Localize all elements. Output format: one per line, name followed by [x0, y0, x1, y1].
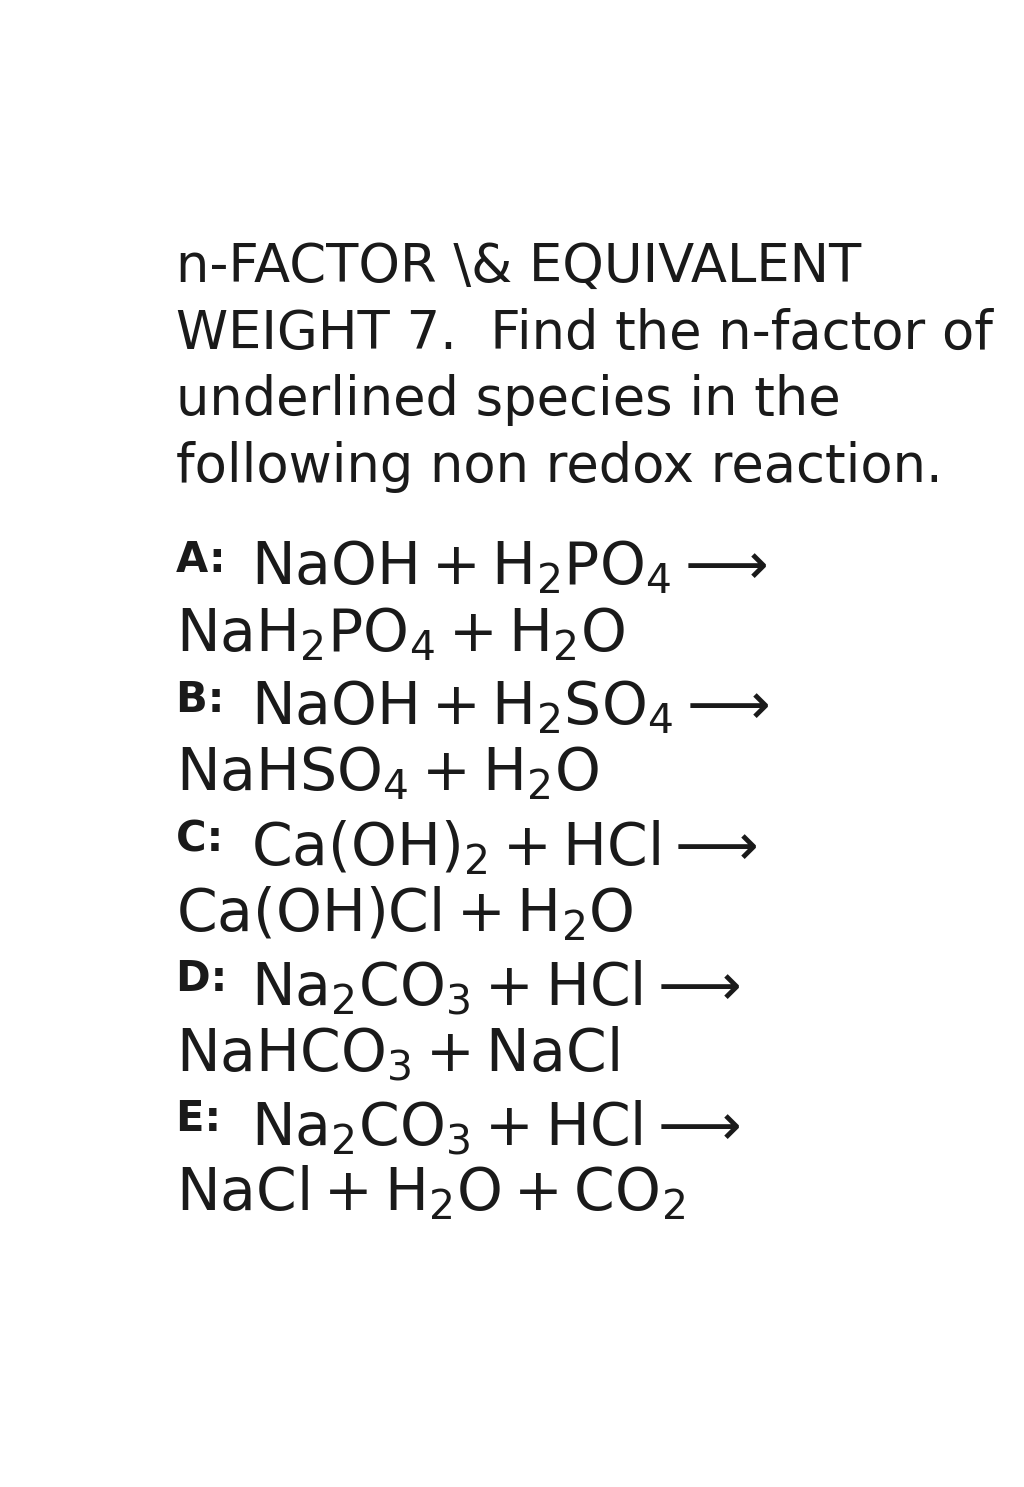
Text: $\mathrm{Na_2CO_3 + HCl \longrightarrow}$: $\mathrm{Na_2CO_3 + HCl \longrightarrow}… — [251, 958, 740, 1017]
Text: B:: B: — [176, 678, 239, 721]
Text: $\mathrm{NaHSO_4 + H_2O}$: $\mathrm{NaHSO_4 + H_2O}$ — [176, 745, 598, 803]
Text: D:: D: — [176, 958, 242, 1001]
Text: E:: E: — [176, 1097, 236, 1141]
Text: WEIGHT 7.  Find the n-factor of: WEIGHT 7. Find the n-factor of — [176, 308, 992, 360]
Text: underlined species in the: underlined species in the — [176, 375, 841, 427]
Text: $\mathrm{Ca(OH)Cl + H_2O}$: $\mathrm{Ca(OH)Cl + H_2O}$ — [176, 885, 633, 943]
Text: A:: A: — [176, 540, 240, 581]
Text: $\mathrm{Ca(OH)_2 + HCl \longrightarrow}$: $\mathrm{Ca(OH)_2 + HCl \longrightarrow}… — [251, 818, 758, 877]
Text: $\mathrm{Na_2CO_3 + HCl \longrightarrow}$: $\mathrm{Na_2CO_3 + HCl \longrightarrow}… — [251, 1097, 740, 1157]
Text: C:: C: — [176, 818, 238, 861]
Text: $\mathrm{NaOH + H_2SO_4 \longrightarrow}$: $\mathrm{NaOH + H_2SO_4 \longrightarrow}… — [251, 678, 769, 736]
Text: $\mathrm{NaHCO_3 + NaCl}$: $\mathrm{NaHCO_3 + NaCl}$ — [176, 1025, 618, 1084]
Text: $\mathrm{NaH_2PO_4 + H_2O}$: $\mathrm{NaH_2PO_4 + H_2O}$ — [176, 605, 625, 663]
Text: $\mathrm{NaCl + H_2O + CO_2}$: $\mathrm{NaCl + H_2O + CO_2}$ — [176, 1164, 684, 1222]
Text: $\mathrm{NaOH + H_2PO_4 \longrightarrow}$: $\mathrm{NaOH + H_2PO_4 \longrightarrow}… — [251, 540, 768, 596]
Text: following non redox reaction.: following non redox reaction. — [176, 440, 942, 492]
Text: n-FACTOR \& EQUIVALENT: n-FACTOR \& EQUIVALENT — [176, 241, 861, 293]
